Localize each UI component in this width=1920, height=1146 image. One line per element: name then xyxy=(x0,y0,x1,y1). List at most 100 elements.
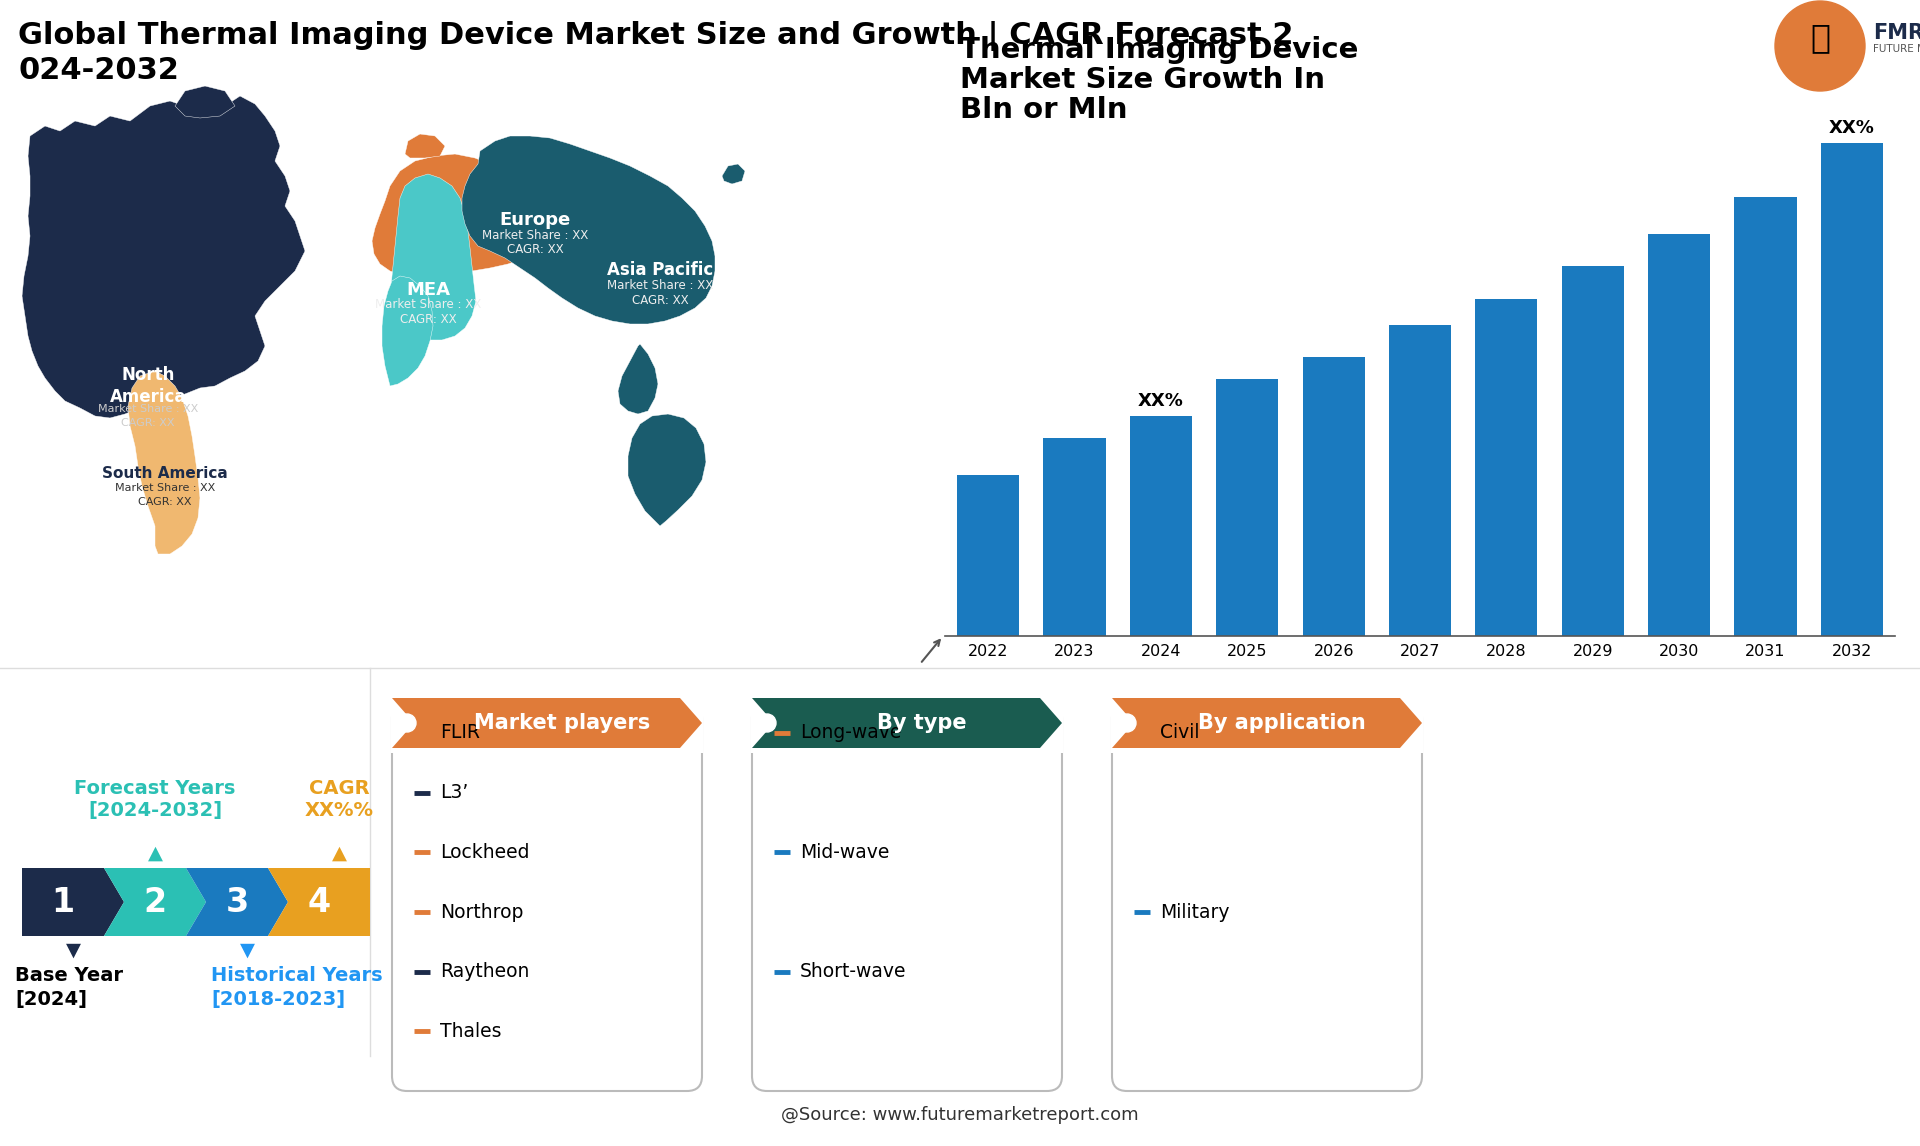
Text: 2023: 2023 xyxy=(1054,644,1094,659)
Polygon shape xyxy=(722,164,745,185)
Bar xyxy=(751,688,1064,753)
FancyBboxPatch shape xyxy=(753,702,1062,1091)
Circle shape xyxy=(758,714,776,732)
Circle shape xyxy=(397,714,417,732)
Polygon shape xyxy=(269,868,371,936)
Polygon shape xyxy=(186,868,288,936)
Bar xyxy=(1302,358,1365,636)
Polygon shape xyxy=(21,96,305,418)
Text: [2018-2023]: [2018-2023] xyxy=(211,990,346,1008)
Bar xyxy=(1647,234,1711,636)
Text: Historical Years: Historical Years xyxy=(211,966,382,986)
Bar xyxy=(1475,299,1538,636)
Polygon shape xyxy=(175,86,234,118)
Text: Lockheed: Lockheed xyxy=(440,842,530,862)
Text: Market Share : XX: Market Share : XX xyxy=(98,405,198,414)
Text: Market Share : XX: Market Share : XX xyxy=(374,298,482,311)
Text: CAGR: CAGR xyxy=(309,779,369,798)
FancyBboxPatch shape xyxy=(392,702,703,1091)
Bar xyxy=(392,688,703,753)
Text: North
America: North America xyxy=(109,366,186,406)
Text: FLIR: FLIR xyxy=(440,723,480,743)
Circle shape xyxy=(1117,714,1137,732)
Text: XX%: XX% xyxy=(1830,119,1874,138)
Text: ▼: ▼ xyxy=(65,941,81,960)
Bar xyxy=(1734,197,1797,636)
Text: CAGR: XX: CAGR: XX xyxy=(121,418,175,427)
Bar xyxy=(1043,438,1106,636)
Text: CAGR: XX: CAGR: XX xyxy=(507,243,563,256)
Text: CAGR: XX: CAGR: XX xyxy=(138,497,192,507)
Text: South America: South America xyxy=(102,466,228,481)
Text: Forecast Years: Forecast Years xyxy=(75,779,236,798)
Text: Asia Pacific: Asia Pacific xyxy=(607,261,712,278)
Text: XX%: XX% xyxy=(1139,392,1185,410)
Polygon shape xyxy=(753,698,1062,748)
Text: 1: 1 xyxy=(52,886,75,918)
Text: MEA: MEA xyxy=(405,281,449,299)
Bar xyxy=(956,476,1020,636)
Text: Short-wave: Short-wave xyxy=(801,963,906,981)
Text: Civil: Civil xyxy=(1160,723,1200,743)
Text: 🦅: 🦅 xyxy=(1811,22,1830,55)
Text: 4: 4 xyxy=(307,886,330,918)
Text: Market players: Market players xyxy=(474,713,651,733)
Text: Market Share : XX: Market Share : XX xyxy=(482,229,588,242)
Text: Northrop: Northrop xyxy=(440,903,524,921)
Text: 2031: 2031 xyxy=(1745,644,1786,659)
Text: Mid-wave: Mid-wave xyxy=(801,842,889,862)
Text: 2032: 2032 xyxy=(1832,644,1872,659)
Bar xyxy=(1215,379,1279,636)
Polygon shape xyxy=(21,868,125,936)
Text: Base Year: Base Year xyxy=(15,966,123,986)
Bar xyxy=(1129,416,1192,636)
Text: [2024]: [2024] xyxy=(15,990,86,1008)
FancyBboxPatch shape xyxy=(1112,702,1423,1091)
Text: @Source: www.futuremarketreport.com: @Source: www.futuremarketreport.com xyxy=(781,1106,1139,1124)
Polygon shape xyxy=(405,134,445,158)
Bar xyxy=(1388,325,1452,636)
Text: ▼: ▼ xyxy=(240,941,255,960)
Text: Europe: Europe xyxy=(499,211,570,229)
Text: CAGR: XX: CAGR: XX xyxy=(399,313,457,325)
Text: Market Share : XX: Market Share : XX xyxy=(607,278,712,292)
Text: Bln or Mln: Bln or Mln xyxy=(960,96,1127,124)
Text: 2025: 2025 xyxy=(1227,644,1267,659)
Bar xyxy=(1820,143,1884,636)
Text: L3’: L3’ xyxy=(440,783,468,802)
Polygon shape xyxy=(628,414,707,526)
Text: By application: By application xyxy=(1198,713,1365,733)
Circle shape xyxy=(1774,1,1864,91)
Polygon shape xyxy=(104,868,205,936)
Polygon shape xyxy=(382,276,434,386)
Text: 2028: 2028 xyxy=(1486,644,1526,659)
Text: Market Size Growth In: Market Size Growth In xyxy=(960,66,1325,94)
Text: 2027: 2027 xyxy=(1400,644,1440,659)
Text: 2030: 2030 xyxy=(1659,644,1699,659)
Text: 2024: 2024 xyxy=(1140,644,1181,659)
Polygon shape xyxy=(618,344,659,414)
Text: Thales: Thales xyxy=(440,1022,501,1041)
Polygon shape xyxy=(463,136,714,324)
Text: [2024-2032]: [2024-2032] xyxy=(88,801,223,821)
Text: 2029: 2029 xyxy=(1572,644,1613,659)
Text: Military: Military xyxy=(1160,903,1229,921)
Text: 024-2032: 024-2032 xyxy=(17,56,179,85)
Bar xyxy=(1112,688,1423,753)
Text: Global Thermal Imaging Device Market Size and Growth | CAGR Forecast 2: Global Thermal Imaging Device Market Siz… xyxy=(17,21,1294,52)
Bar xyxy=(1561,266,1624,636)
Polygon shape xyxy=(390,174,476,340)
Text: 2026: 2026 xyxy=(1313,644,1354,659)
Text: 2: 2 xyxy=(144,886,167,918)
Polygon shape xyxy=(1112,698,1423,748)
Text: ▲: ▲ xyxy=(332,843,346,863)
Text: Market Share : XX: Market Share : XX xyxy=(115,482,215,493)
Text: CAGR: XX: CAGR: XX xyxy=(632,295,687,307)
Text: By type: By type xyxy=(877,713,968,733)
Text: FMR: FMR xyxy=(1874,23,1920,44)
Polygon shape xyxy=(129,371,200,554)
Text: 2022: 2022 xyxy=(968,644,1008,659)
Text: Raytheon: Raytheon xyxy=(440,963,530,981)
Text: Long-wave: Long-wave xyxy=(801,723,900,743)
Text: 3: 3 xyxy=(225,886,248,918)
